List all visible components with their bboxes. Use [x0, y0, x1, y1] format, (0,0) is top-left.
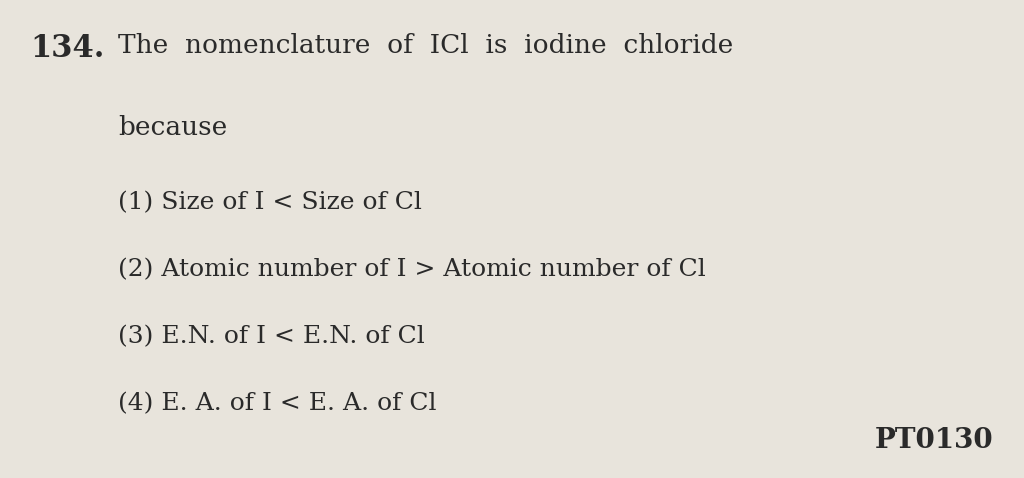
Text: PT0130: PT0130	[874, 427, 993, 454]
Text: 134.: 134.	[31, 33, 105, 65]
Text: because: because	[118, 115, 227, 140]
Text: (4) E. A. of I < E. A. of Cl: (4) E. A. of I < E. A. of Cl	[118, 392, 436, 415]
Text: (2) Atomic number of I > Atomic number of Cl: (2) Atomic number of I > Atomic number o…	[118, 258, 706, 281]
Text: (3) E.N. of I < E.N. of Cl: (3) E.N. of I < E.N. of Cl	[118, 325, 425, 348]
Text: (1) Size of I < Size of Cl: (1) Size of I < Size of Cl	[118, 191, 422, 214]
Text: The  nomenclature  of  ICl  is  iodine  chloride: The nomenclature of ICl is iodine chlori…	[118, 33, 733, 58]
